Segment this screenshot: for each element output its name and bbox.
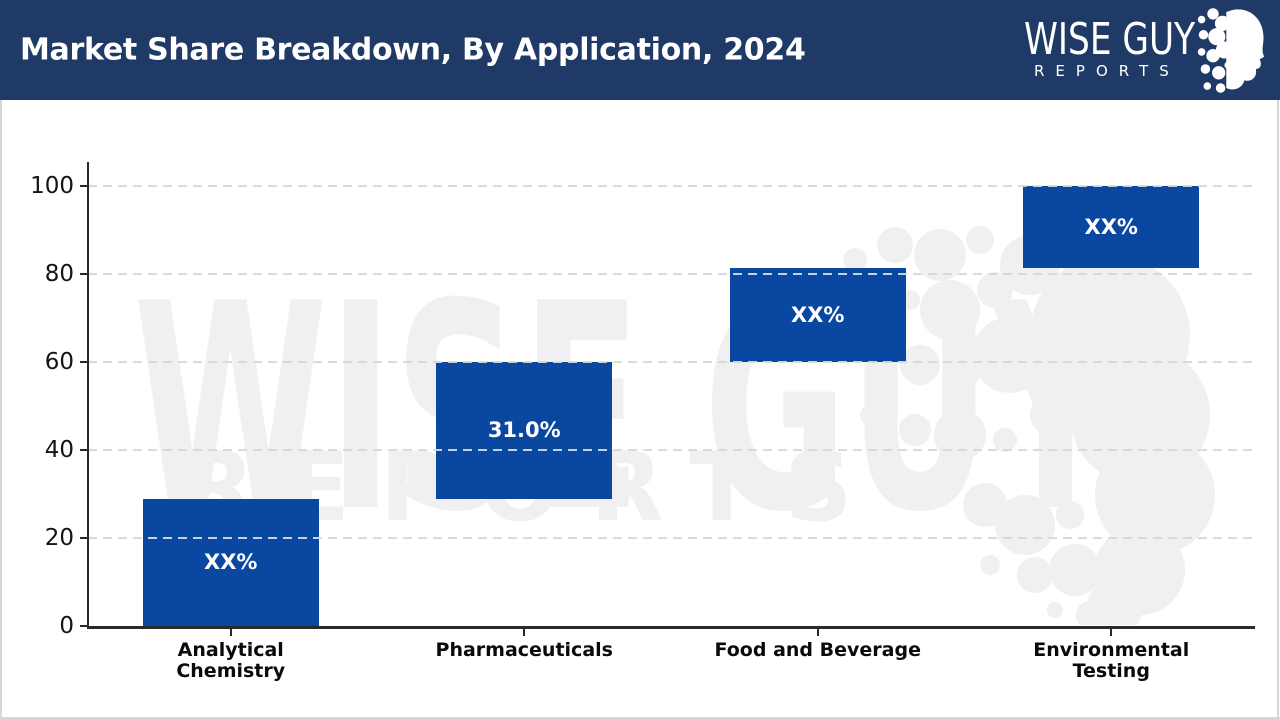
x-tick — [523, 628, 526, 636]
gridline-100 — [88, 185, 1254, 188]
y-tick — [80, 625, 87, 627]
bar-segment — [1023, 186, 1200, 268]
y-tick — [80, 273, 87, 276]
bar-value-label: XX% — [1084, 215, 1138, 240]
x-axis-line — [87, 626, 1255, 629]
y-tick-label: 100 — [30, 173, 74, 200]
category-label: Pharmaceuticals — [436, 640, 613, 661]
category-label: Environmental Testing — [1033, 640, 1189, 682]
header-band: Market Share Breakdown, By Application, … — [0, 0, 1280, 100]
brand-subtitle: REPORTS — [1034, 62, 1180, 80]
brand-wordmark: WISE GUY — [1024, 14, 1196, 65]
bar-value-label: XX% — [204, 550, 258, 575]
page-title: Market Share Breakdown, By Application, … — [20, 32, 806, 68]
bar-segment — [142, 498, 319, 626]
category-label-line: Testing — [1072, 660, 1150, 682]
category-label-line: Food and Beverage — [714, 639, 921, 661]
gridline-80 — [88, 273, 1254, 276]
x-tick — [1110, 628, 1113, 636]
y-tick-label: 20 — [44, 525, 74, 552]
brand-logo: WISE GUY REPORTS — [1008, 0, 1266, 100]
gridline-40 — [88, 449, 1254, 452]
y-tick — [80, 361, 87, 364]
bottom-border — [0, 717, 1280, 720]
plot-area: 0 20 40 60 80 100 XX% Analytical Chemistry 31.0% P… — [0, 100, 1280, 720]
y-tick-label: 0 — [59, 613, 74, 639]
x-tick — [229, 628, 232, 636]
x-tick — [816, 628, 819, 636]
gridline-20 — [88, 537, 1254, 540]
y-tick — [80, 537, 87, 540]
left-border — [0, 100, 2, 720]
y-tick — [80, 185, 87, 188]
category-label-line: Chemistry — [176, 660, 286, 682]
category-label-line: Environmental — [1033, 639, 1190, 661]
bar-segment — [436, 362, 613, 499]
y-tick-label: 60 — [44, 349, 74, 376]
bar-value-label: 31.0% — [487, 418, 561, 443]
y-tick — [80, 449, 87, 452]
gridline-60 — [88, 361, 1254, 364]
category-label: Food and Beverage — [715, 640, 921, 661]
right-border — [1277, 100, 1279, 720]
y-axis-line — [87, 162, 89, 628]
y-tick-label: 40 — [44, 437, 74, 464]
category-label: Analytical Chemistry — [176, 640, 285, 682]
category-label-line: Analytical — [177, 639, 284, 661]
y-tick-label: 80 — [44, 261, 74, 288]
bar-segment — [729, 267, 906, 363]
bar-value-label: XX% — [791, 302, 845, 327]
wiseguy-head-icon — [1197, 8, 1265, 93]
category-label-line: Pharmaceuticals — [435, 639, 613, 661]
